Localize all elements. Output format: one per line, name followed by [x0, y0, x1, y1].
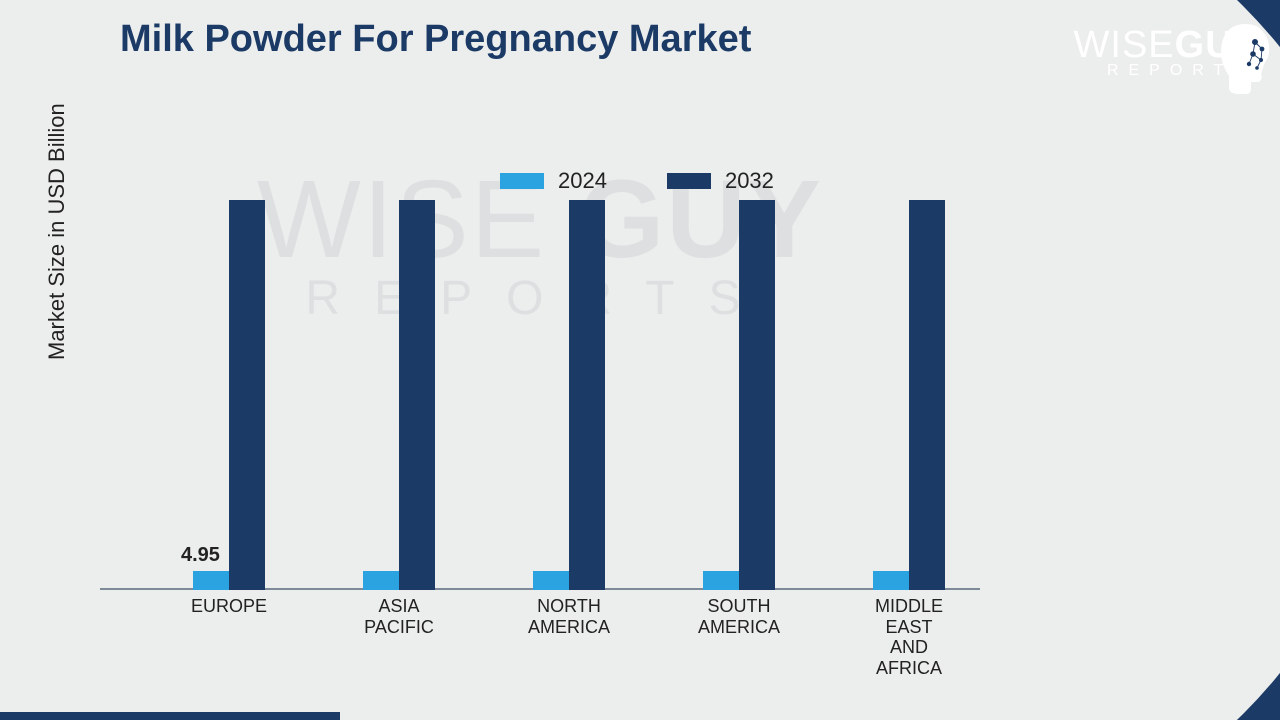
bar-group: NORTHAMERICA: [484, 200, 654, 590]
legend-swatch-2024: [500, 173, 544, 189]
category-label: EUROPE: [144, 596, 314, 617]
legend-item-2032: 2032: [667, 168, 774, 194]
right-panel: WISEGUY REPORTS: [960, 0, 1280, 720]
bar-2032: [909, 200, 945, 590]
bar-2032: [569, 200, 605, 590]
bar-2032: [739, 200, 775, 590]
legend: 2024 2032: [500, 168, 774, 194]
legend-swatch-2032: [667, 173, 711, 189]
bar-group: EUROPE: [144, 200, 314, 590]
category-label: MIDDLEEASTANDAFRICA: [824, 596, 994, 679]
bar-2024: [363, 571, 399, 590]
bar-group: SOUTHAMERICA: [654, 200, 824, 590]
bar-2024: [193, 571, 229, 590]
y-axis-label: Market Size in USD Billion: [44, 103, 70, 360]
bar-2032: [229, 200, 265, 590]
chart-canvas: WISEGUY REPORTS Milk Powder For Pregnanc…: [0, 0, 1280, 720]
value-label: 4.95: [181, 544, 220, 567]
brand-head-icon: [1214, 22, 1276, 94]
bar-2024: [703, 571, 739, 590]
legend-label-2024: 2024: [558, 168, 607, 194]
legend-item-2024: 2024: [500, 168, 607, 194]
brand-word-1: WISE: [1074, 24, 1175, 66]
category-label: SOUTHAMERICA: [654, 596, 824, 637]
bar-2024: [533, 571, 569, 590]
bar-group: ASIAPACIFIC: [314, 200, 484, 590]
bottom-accent-bar: [0, 712, 340, 720]
category-label: NORTHAMERICA: [484, 596, 654, 637]
legend-label-2032: 2032: [725, 168, 774, 194]
bar-2024: [873, 571, 909, 590]
bar-2032: [399, 200, 435, 590]
category-label: ASIAPACIFIC: [314, 596, 484, 637]
bar-group: MIDDLEEASTANDAFRICA: [824, 200, 994, 590]
chart-title: Milk Powder For Pregnancy Market: [120, 18, 751, 61]
plot-area: EUROPEASIAPACIFICNORTHAMERICASOUTHAMERIC…: [100, 200, 980, 590]
